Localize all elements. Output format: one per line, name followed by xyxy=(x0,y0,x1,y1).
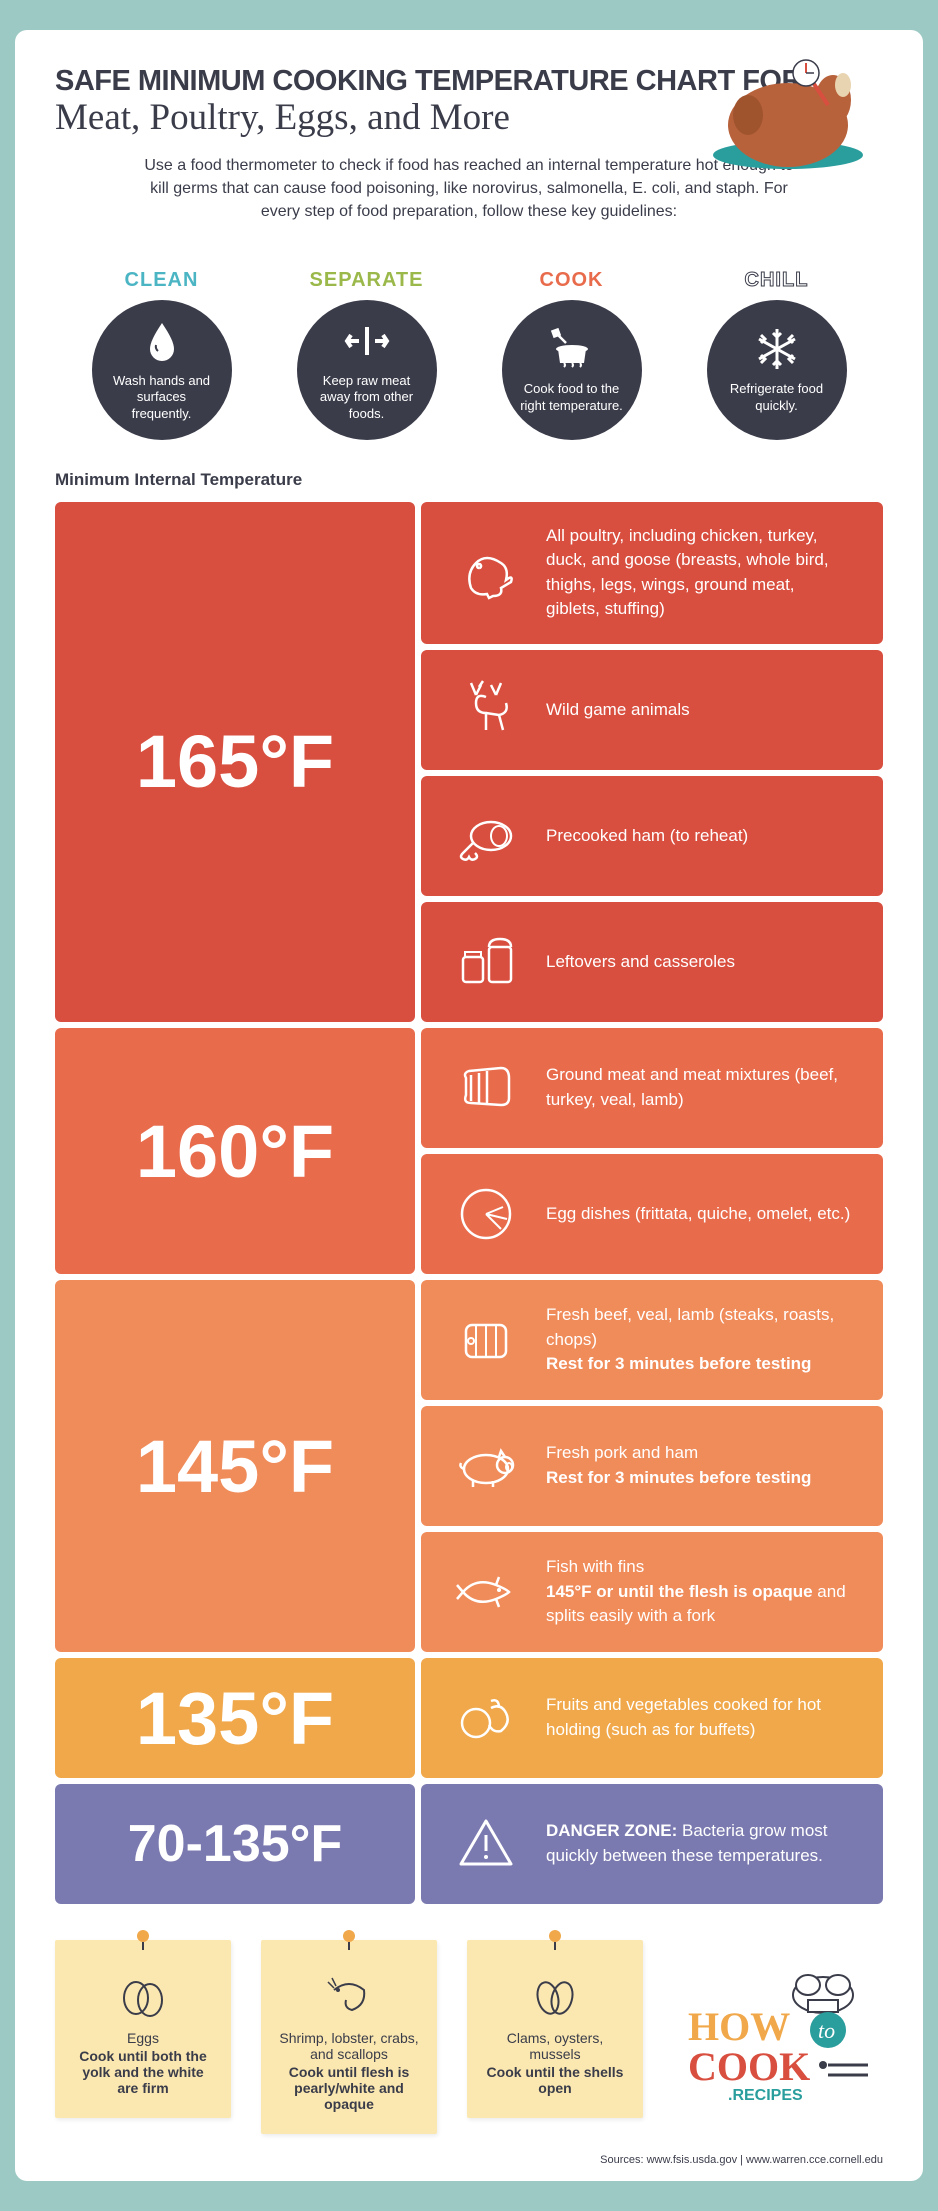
temp-value: 165°F xyxy=(55,502,415,1023)
steps-row: CLEAN Wash hands and surfaces frequently… xyxy=(15,244,923,470)
food-cell: Egg dishes (frittata, quiche, omelet, et… xyxy=(421,1154,883,1274)
step-desc: Refrigerate food quickly. xyxy=(722,381,832,414)
separate-arrows-icon xyxy=(343,317,391,365)
food-text: Egg dishes (frittata, quiche, omelet, et… xyxy=(546,1202,850,1227)
turkey-illustration xyxy=(698,45,878,175)
shrimp-icon xyxy=(324,1970,374,2020)
step-clean: CLEAN Wash hands and surfaces frequently… xyxy=(77,269,247,440)
food-cell: Fish with fins145°F or until the flesh i… xyxy=(421,1532,883,1652)
note-eggs: Eggs Cook until both the yolk and the wh… xyxy=(55,1940,231,2118)
food-text: Leftovers and casseroles xyxy=(546,950,735,975)
produce-icon xyxy=(451,1683,521,1753)
food-cell: Leftovers and casseroles xyxy=(421,902,883,1022)
fish-icon xyxy=(451,1557,521,1627)
food-cell: Fresh beef, veal, lamb (steaks, roasts, … xyxy=(421,1280,883,1400)
food-text: Fresh pork and hamRest for 3 minutes bef… xyxy=(546,1441,811,1490)
food-text: Fruits and vegetables cooked for hot hol… xyxy=(546,1693,853,1742)
eggs-icon xyxy=(118,1970,168,2020)
egg-icon xyxy=(451,1179,521,1249)
temp-row: 70-135°F DANGER ZONE: Bacteria grow most … xyxy=(55,1784,883,1904)
pig-icon xyxy=(451,1431,521,1501)
temp-value: 70-135°F xyxy=(55,1784,415,1904)
step-separate: SEPARATE Keep raw meat away from other f… xyxy=(282,269,452,440)
svg-text:COOK: COOK xyxy=(688,2044,810,2089)
note-title: Shrimp, lobster, crabs, and scallops xyxy=(279,2030,419,2062)
food-cell: Precooked ham (to reheat) xyxy=(421,776,883,896)
ribs-icon xyxy=(451,1305,521,1375)
infographic-card: SAFE MINIMUM COOKING TEMPERATURE CHART F… xyxy=(15,30,923,2181)
temp-row: 165°F All poultry, including chicken, tur… xyxy=(55,502,883,1023)
snowflake-icon xyxy=(753,325,801,373)
step-title: CHILL xyxy=(692,269,862,292)
food-text: Ground meat and meat mixtures (beef, tur… xyxy=(546,1063,853,1112)
pushpin-icon xyxy=(544,1928,566,1950)
temp-value: 145°F xyxy=(55,1280,415,1652)
note-title: Eggs xyxy=(73,2030,213,2046)
temp-value: 135°F xyxy=(55,1658,415,1778)
logo: HOW to COOK .RECIPES xyxy=(673,1940,883,2115)
food-text: Fresh beef, veal, lamb (steaks, roasts, … xyxy=(546,1303,853,1377)
food-text: Fish with fins145°F or until the flesh i… xyxy=(546,1555,853,1629)
step-circle: Keep raw meat away from other foods. xyxy=(297,300,437,440)
step-circle: Wash hands and surfaces frequently. xyxy=(92,300,232,440)
note-title: Clams, oysters, mussels xyxy=(485,2030,625,2062)
step-desc: Keep raw meat away from other foods. xyxy=(312,373,422,422)
svg-text:HOW: HOW xyxy=(688,2004,790,2049)
step-title: COOK xyxy=(487,269,657,292)
jars-icon xyxy=(451,927,521,997)
svg-text:.RECIPES: .RECIPES xyxy=(728,2087,803,2104)
step-title: SEPARATE xyxy=(282,269,452,292)
pot-icon xyxy=(548,325,596,373)
ham-icon xyxy=(451,801,521,871)
food-text: All poultry, including chicken, turkey, … xyxy=(546,524,853,623)
temp-row: 135°F Fruits and vegetables cooked for ho… xyxy=(55,1658,883,1778)
food-text: Wild game animals xyxy=(546,698,690,723)
note-instruction: Cook until flesh is pearly/white and opa… xyxy=(279,2064,419,2112)
section-label: Minimum Internal Temperature xyxy=(15,470,923,502)
temp-row: 160°F Ground meat and meat mixtures (beef… xyxy=(55,1028,883,1274)
food-cell: Fresh pork and hamRest for 3 minutes bef… xyxy=(421,1406,883,1526)
food-cell: DANGER ZONE: Bacteria grow most quickly … xyxy=(421,1784,883,1904)
temperature-grid: 165°F All poultry, including chicken, tur… xyxy=(15,502,923,1905)
step-chill: CHILL Refrigerate food quickly. xyxy=(692,269,862,440)
food-cell: Ground meat and meat mixtures (beef, tur… xyxy=(421,1028,883,1148)
note-instruction: Cook until both the yolk and the white a… xyxy=(73,2048,213,2096)
pushpin-icon xyxy=(338,1928,360,1950)
step-desc: Wash hands and surfaces frequently. xyxy=(107,373,217,422)
temp-value: 160°F xyxy=(55,1028,415,1274)
food-text: Precooked ham (to reheat) xyxy=(546,824,748,849)
water-drop-icon xyxy=(138,317,186,365)
step-cook: COOK Cook food to the right temperature. xyxy=(487,269,657,440)
food-text: DANGER ZONE: Bacteria grow most quickly … xyxy=(546,1819,853,1868)
food-cell: All poultry, including chicken, turkey, … xyxy=(421,502,883,645)
header: SAFE MINIMUM COOKING TEMPERATURE CHART F… xyxy=(15,30,923,244)
notes-row: Eggs Cook until both the yolk and the wh… xyxy=(15,1910,923,2149)
note-clams: Clams, oysters, mussels Cook until the s… xyxy=(467,1940,643,2118)
note-shrimp: Shrimp, lobster, crabs, and scallops Coo… xyxy=(261,1940,437,2134)
step-title: CLEAN xyxy=(77,269,247,292)
note-instruction: Cook until the shells open xyxy=(485,2064,625,2096)
sources-text: Sources: www.fsis.usda.gov | www.warren.… xyxy=(15,2149,923,2181)
deer-icon xyxy=(451,675,521,745)
svg-text:to: to xyxy=(818,2018,835,2043)
step-desc: Cook food to the right temperature. xyxy=(517,381,627,414)
step-circle: Refrigerate food quickly. xyxy=(707,300,847,440)
meat-icon xyxy=(451,1053,521,1123)
food-cell: Wild game animals xyxy=(421,650,883,770)
temp-row: 145°F Fresh beef, veal, lamb (steaks, roa… xyxy=(55,1280,883,1652)
food-cell: Fruits and vegetables cooked for hot hol… xyxy=(421,1658,883,1778)
mussels-icon xyxy=(530,1970,580,2020)
warn-icon xyxy=(451,1809,521,1879)
pushpin-icon xyxy=(132,1928,154,1950)
step-circle: Cook food to the right temperature. xyxy=(502,300,642,440)
chicken-icon xyxy=(451,538,521,608)
